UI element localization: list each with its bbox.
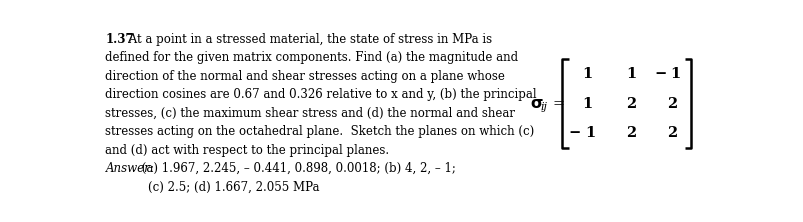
Text: 1: 1 xyxy=(626,67,636,81)
Text: −: − xyxy=(653,67,666,81)
Text: −: − xyxy=(568,126,581,140)
Text: direction of the normal and shear stresses acting on a plane whose: direction of the normal and shear stress… xyxy=(105,70,504,83)
Text: and (d) act with respect to the principal planes.: and (d) act with respect to the principa… xyxy=(105,144,389,157)
Text: defined for the given matrix components. Find (a) the magnitude and: defined for the given matrix components.… xyxy=(105,51,518,64)
Text: 1: 1 xyxy=(581,67,592,81)
Text: 1: 1 xyxy=(581,97,592,111)
Text: (a) 1.967, 2.245, – 0.441, 0.898, 0.0018; (b) 4, 2, – 1;: (a) 1.967, 2.245, – 0.441, 0.898, 0.0018… xyxy=(138,162,456,175)
Text: 2: 2 xyxy=(626,126,636,140)
Text: 1: 1 xyxy=(670,67,680,81)
Text: 2: 2 xyxy=(666,126,677,140)
Text: $\mathbf{\sigma}$: $\mathbf{\sigma}$ xyxy=(529,95,543,112)
Text: Answer:: Answer: xyxy=(106,162,154,175)
Text: 1: 1 xyxy=(585,126,595,140)
Text: 2: 2 xyxy=(626,97,636,111)
Text: stresses, (c) the maximum shear stress and (d) the normal and shear: stresses, (c) the maximum shear stress a… xyxy=(105,107,515,120)
Text: stresses acting on the octahedral plane.  Sketch the planes on which (c): stresses acting on the octahedral plane.… xyxy=(105,125,534,138)
Text: ij: ij xyxy=(540,102,547,112)
Text: (c) 2.5; (d) 1.667, 2.055 MPa: (c) 2.5; (d) 1.667, 2.055 MPa xyxy=(148,181,319,194)
Text: 2: 2 xyxy=(666,97,677,111)
Text: At a point in a stressed material, the state of stress in MPa is: At a point in a stressed material, the s… xyxy=(124,33,491,46)
Text: =: = xyxy=(552,97,564,111)
Text: direction cosines are 0.67 and 0.326 relative to x and y, (b) the principal: direction cosines are 0.67 and 0.326 rel… xyxy=(105,88,536,101)
Text: 1.37: 1.37 xyxy=(105,33,133,46)
